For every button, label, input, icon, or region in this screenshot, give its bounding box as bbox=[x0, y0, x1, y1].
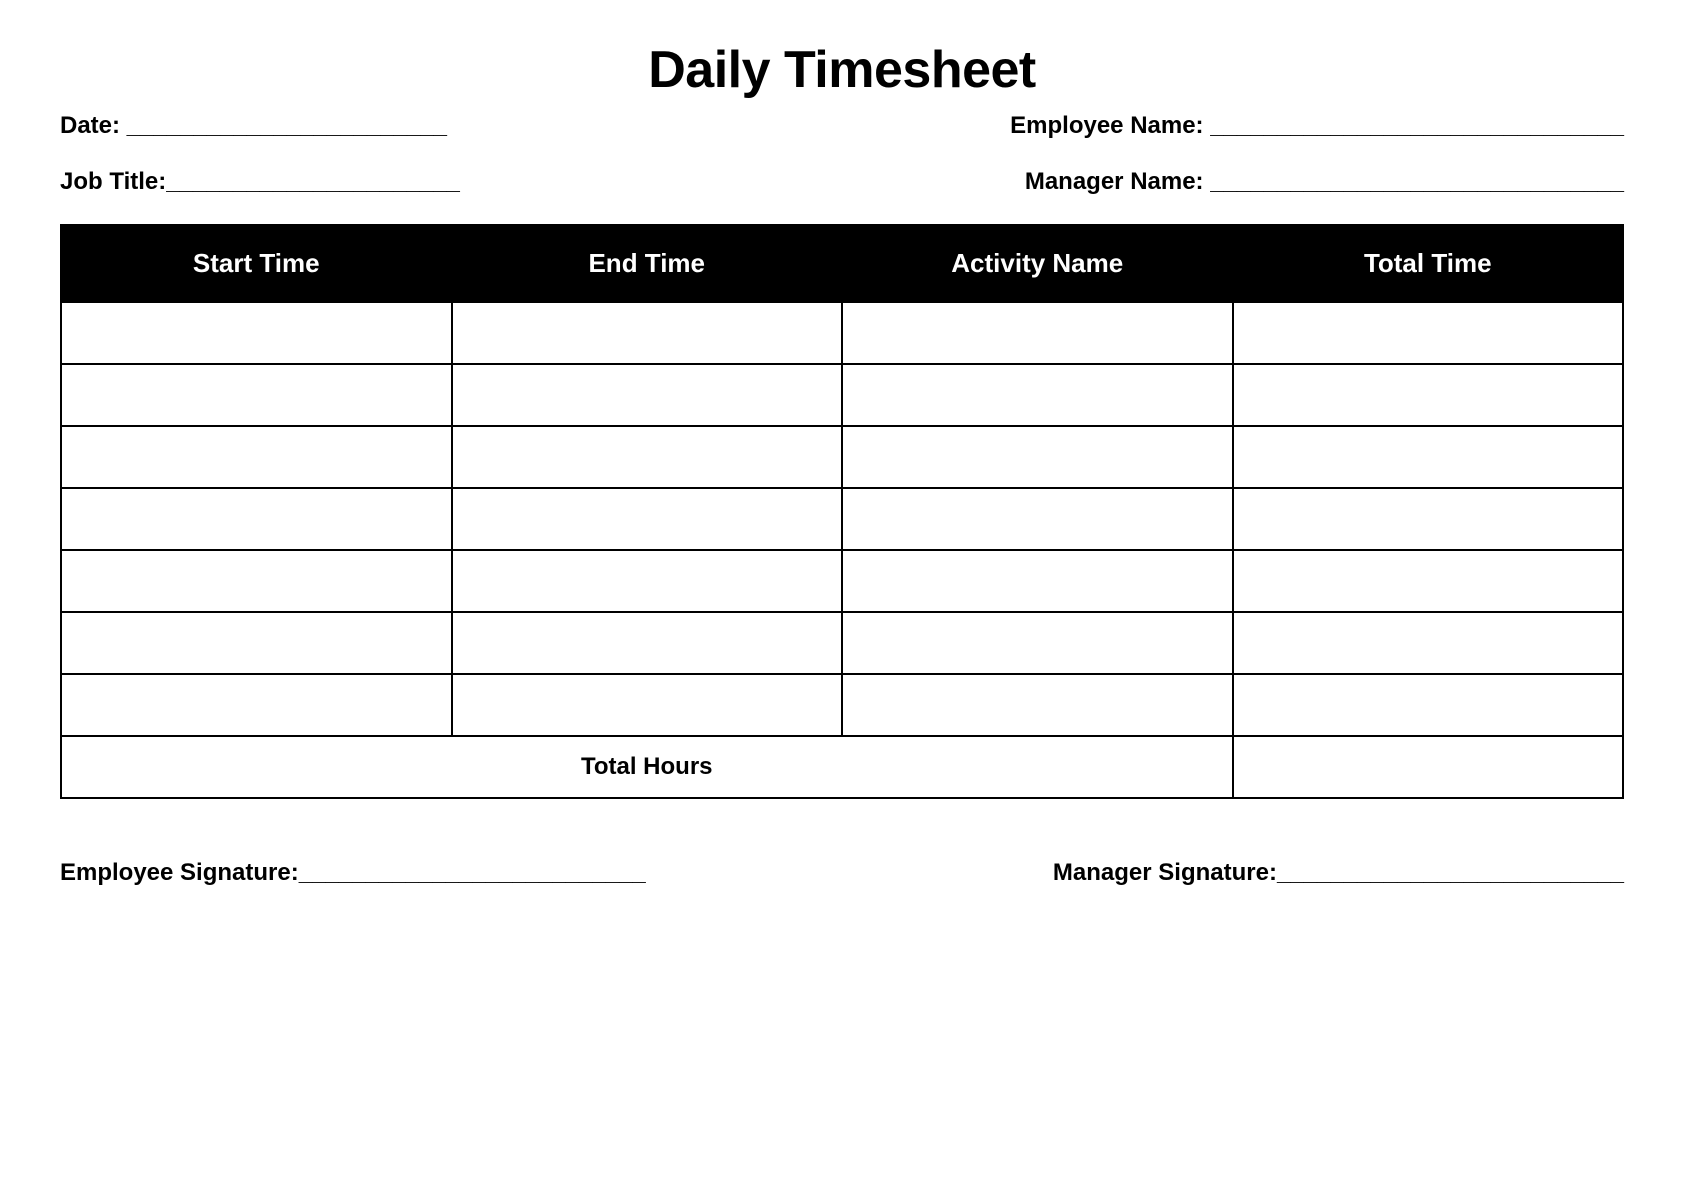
cell-start-time[interactable] bbox=[61, 550, 452, 612]
cell-end-time[interactable] bbox=[452, 612, 843, 674]
cell-activity-name[interactable] bbox=[842, 488, 1233, 550]
cell-activity-name[interactable] bbox=[842, 674, 1233, 736]
table-row bbox=[61, 674, 1623, 736]
cell-end-time[interactable] bbox=[452, 488, 843, 550]
col-end-time: End Time bbox=[452, 225, 843, 302]
employee-name-label: Employee Name: _________________________… bbox=[1010, 112, 1624, 139]
col-activity-name: Activity Name bbox=[842, 225, 1233, 302]
cell-total-time[interactable] bbox=[1233, 364, 1624, 426]
table-total-row: Total Hours bbox=[61, 736, 1623, 798]
cell-activity-name[interactable] bbox=[842, 550, 1233, 612]
cell-total-time[interactable] bbox=[1233, 612, 1624, 674]
page-title: Daily Timesheet bbox=[60, 40, 1624, 100]
manager-signature-label: Manager Signature:______________________… bbox=[1053, 859, 1624, 886]
cell-total-time[interactable] bbox=[1233, 426, 1624, 488]
table-row bbox=[61, 364, 1623, 426]
cell-total-time[interactable] bbox=[1233, 674, 1624, 736]
cell-start-time[interactable] bbox=[61, 302, 452, 364]
cell-start-time[interactable] bbox=[61, 426, 452, 488]
signature-row: Employee Signature:_____________________… bbox=[60, 859, 1624, 887]
cell-total-time[interactable] bbox=[1233, 302, 1624, 364]
total-hours-value[interactable] bbox=[1233, 736, 1624, 798]
info-row-1: Date: ________________________ Employee … bbox=[60, 112, 1624, 140]
cell-end-time[interactable] bbox=[452, 302, 843, 364]
total-hours-label: Total Hours bbox=[61, 736, 1233, 798]
cell-start-time[interactable] bbox=[61, 488, 452, 550]
cell-end-time[interactable] bbox=[452, 674, 843, 736]
timesheet-table: Start Time End Time Activity Name Total … bbox=[60, 224, 1624, 799]
cell-activity-name[interactable] bbox=[842, 612, 1233, 674]
table-row bbox=[61, 488, 1623, 550]
manager-signature-field[interactable]: Manager Signature:______________________… bbox=[1053, 859, 1624, 887]
employee-signature-field[interactable]: Employee Signature:_____________________… bbox=[60, 859, 646, 887]
cell-end-time[interactable] bbox=[452, 550, 843, 612]
table-header-row: Start Time End Time Activity Name Total … bbox=[61, 225, 1623, 302]
date-field[interactable]: Date: ________________________ bbox=[60, 112, 447, 140]
cell-activity-name[interactable] bbox=[842, 302, 1233, 364]
job-title-field[interactable]: Job Title:______________________ bbox=[60, 168, 460, 196]
job-title-label: Job Title:______________________ bbox=[60, 168, 460, 195]
info-row-2: Job Title:______________________ Manager… bbox=[60, 168, 1624, 196]
col-total-time: Total Time bbox=[1233, 225, 1624, 302]
col-start-time: Start Time bbox=[61, 225, 452, 302]
table-row bbox=[61, 426, 1623, 488]
manager-name-field[interactable]: Manager Name: __________________________… bbox=[1025, 168, 1624, 196]
date-label: Date: ________________________ bbox=[60, 112, 447, 139]
employee-signature-label: Employee Signature:_____________________… bbox=[60, 859, 646, 886]
cell-start-time[interactable] bbox=[61, 612, 452, 674]
cell-activity-name[interactable] bbox=[842, 364, 1233, 426]
table-row bbox=[61, 550, 1623, 612]
cell-start-time[interactable] bbox=[61, 674, 452, 736]
cell-total-time[interactable] bbox=[1233, 488, 1624, 550]
cell-start-time[interactable] bbox=[61, 364, 452, 426]
cell-end-time[interactable] bbox=[452, 426, 843, 488]
cell-end-time[interactable] bbox=[452, 364, 843, 426]
table-row bbox=[61, 302, 1623, 364]
timesheet-page: Daily Timesheet Date: __________________… bbox=[0, 0, 1684, 927]
cell-activity-name[interactable] bbox=[842, 426, 1233, 488]
manager-name-label: Manager Name: __________________________… bbox=[1025, 168, 1624, 195]
table-row bbox=[61, 612, 1623, 674]
employee-name-field[interactable]: Employee Name: _________________________… bbox=[1010, 112, 1624, 140]
cell-total-time[interactable] bbox=[1233, 550, 1624, 612]
